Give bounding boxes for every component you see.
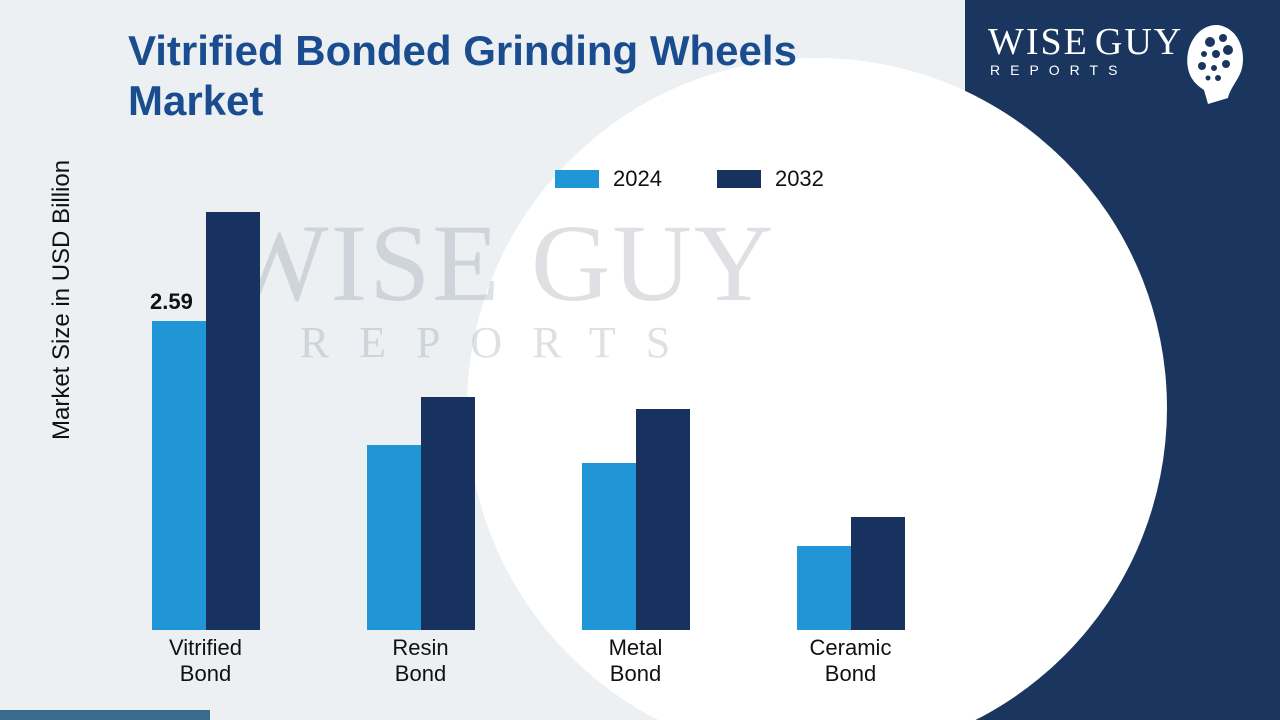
bar xyxy=(367,445,421,630)
bar-group: ResinBond xyxy=(333,397,508,630)
bar-group: MetalBond xyxy=(548,409,723,630)
legend-item-2024: 2024 xyxy=(555,166,662,192)
bar-value-label: 2.59 xyxy=(150,289,193,315)
x-axis-label: CeramicBond xyxy=(763,635,938,686)
brand-name-wise: WISE xyxy=(988,20,1089,64)
x-axis-label: VitrifiedBond xyxy=(118,635,293,686)
legend-swatch-2024 xyxy=(555,170,599,188)
bar xyxy=(851,517,905,630)
bar xyxy=(797,546,851,630)
legend-swatch-2032 xyxy=(717,170,761,188)
brand-logo: WISE GUY REPORTS xyxy=(988,20,1248,78)
bar xyxy=(636,409,690,630)
chart-canvas: WISE GUY REPORTS Vitrified Bonded Grindi… xyxy=(0,0,1280,720)
bar-group: CeramicBond xyxy=(763,517,938,630)
bottom-accent-strip xyxy=(0,710,210,720)
legend: 2024 2032 xyxy=(555,166,824,192)
bar-group: 2.59VitrifiedBond xyxy=(118,212,293,630)
plot-area: 2.59VitrifiedBondResinBondMetalBond Ceram… xyxy=(118,200,938,630)
bar xyxy=(206,212,260,630)
y-axis-label: Market Size in USD Billion xyxy=(48,160,76,440)
bar xyxy=(582,463,636,630)
chart-title: Vitrified Bonded Grinding Wheels Market xyxy=(128,26,848,125)
bar-chart: Market Size in USD Billion 2.59Vitrified… xyxy=(60,200,940,660)
brand-head-icon xyxy=(1168,20,1248,110)
x-axis-label: MetalBond xyxy=(548,635,723,686)
bar xyxy=(152,321,206,630)
x-axis-label: ResinBond xyxy=(333,635,508,686)
legend-label-2032: 2032 xyxy=(775,166,824,192)
legend-item-2032: 2032 xyxy=(717,166,824,192)
legend-label-2024: 2024 xyxy=(613,166,662,192)
bar xyxy=(421,397,475,630)
